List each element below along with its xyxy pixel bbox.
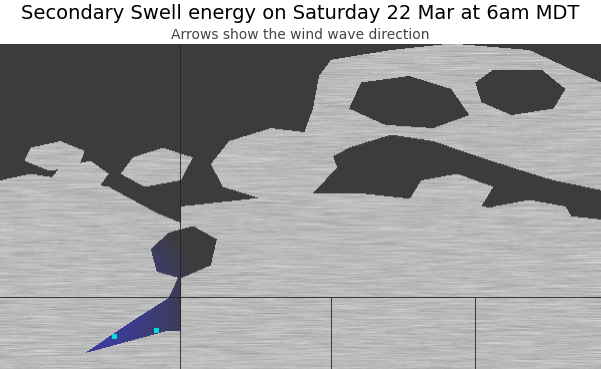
Text: Arrows show the wind wave direction: Arrows show the wind wave direction <box>171 28 430 42</box>
Text: Secondary Swell energy on Saturday 22 Mar at 6am MDT: Secondary Swell energy on Saturday 22 Ma… <box>21 4 580 23</box>
